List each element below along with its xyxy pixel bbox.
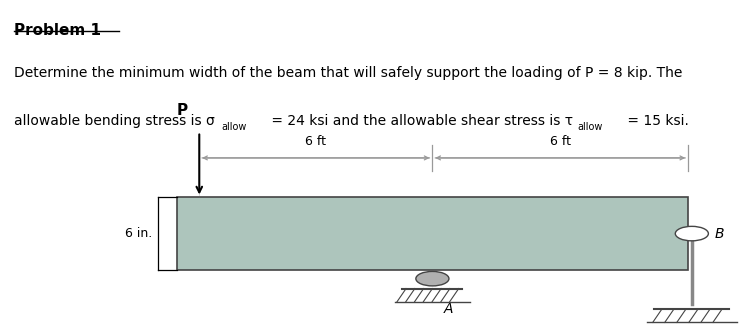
Text: allowable bending stress is σ: allowable bending stress is σ <box>14 114 214 128</box>
Text: = 24 ksi and the allowable shear stress is τ: = 24 ksi and the allowable shear stress … <box>267 114 573 128</box>
Text: allow: allow <box>222 122 247 132</box>
Text: P: P <box>177 103 188 118</box>
Text: allow: allow <box>578 122 603 132</box>
Text: 6 ft: 6 ft <box>550 135 571 148</box>
Text: B: B <box>714 227 724 240</box>
Text: = 15 ksi.: = 15 ksi. <box>623 114 689 128</box>
Text: 6 in.: 6 in. <box>125 227 152 240</box>
Text: A: A <box>444 302 453 316</box>
Text: Problem 1: Problem 1 <box>14 23 101 38</box>
Circle shape <box>416 271 449 286</box>
Text: 6 ft: 6 ft <box>305 135 326 148</box>
Text: Determine the minimum width of the beam that will safely support the loading of : Determine the minimum width of the beam … <box>14 66 682 80</box>
Circle shape <box>675 226 708 241</box>
Bar <box>177 197 688 270</box>
